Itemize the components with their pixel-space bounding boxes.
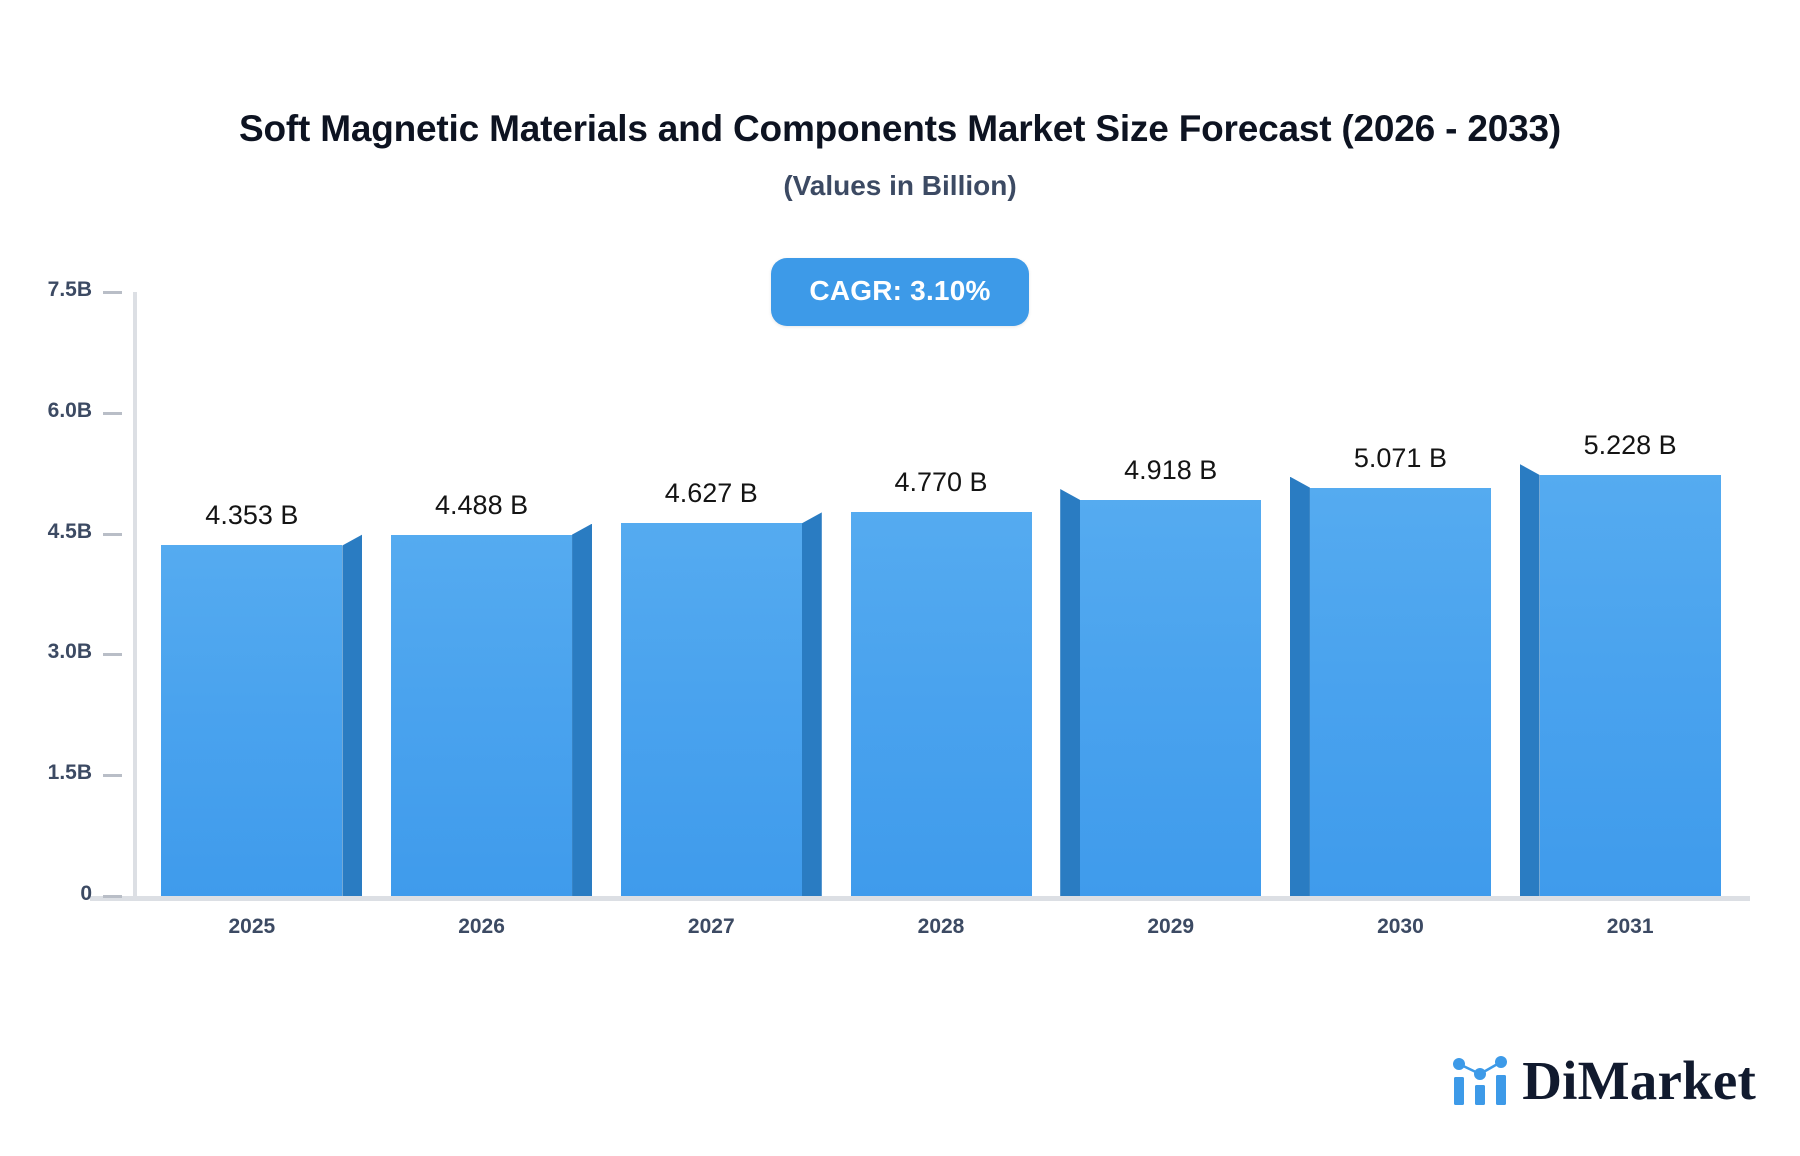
x-axis-tick-label: 2029 <box>1147 915 1195 938</box>
bar-front-face <box>620 523 802 896</box>
bar-value-label: 4.627 B <box>664 478 758 509</box>
bar-front-face <box>850 511 1032 896</box>
y-axis-tick-label: 7.5B <box>47 278 92 301</box>
y-axis-tick-label: 4.5B <box>47 519 92 543</box>
bar[interactable]: 4.918 B <box>1060 455 1262 896</box>
x-axis-line <box>90 896 1750 901</box>
bar-front-face <box>161 545 343 896</box>
bar-value-label: 4.353 B <box>205 500 299 531</box>
bar-value-label: 4.770 B <box>894 466 988 497</box>
logo-text: DiMarket <box>1522 1050 1756 1111</box>
bar-side-face-left <box>1289 476 1310 896</box>
bar[interactable]: 5.228 B <box>1519 430 1721 896</box>
bar-chart-logo-icon <box>1453 1055 1508 1105</box>
title-block: Soft Magnetic Materials and Components M… <box>0 108 1800 202</box>
chart-subtitle: (Values in Billion) <box>783 169 1017 201</box>
bar[interactable]: 4.488 B <box>391 490 593 896</box>
x-axis-tick-label: 2031 <box>1606 915 1654 938</box>
brand-logo: DiMarket <box>1452 1053 1756 1108</box>
bar-front-face <box>391 534 573 896</box>
bar[interactable]: 5.071 B <box>1289 443 1491 896</box>
bar-front-face <box>1080 499 1262 896</box>
y-axis-tick-mark <box>103 532 122 536</box>
y-axis-tick-label: 6.0B <box>47 398 92 422</box>
bar-value-label: 5.071 B <box>1353 442 1447 473</box>
x-axis-tick-label: 2026 <box>458 915 505 938</box>
y-axis-tick-mark <box>103 774 122 778</box>
page-title: Soft Magnetic Materials and Components M… <box>239 108 1561 149</box>
bar-value-label: 4.488 B <box>435 489 529 520</box>
y-axis-tick-mark <box>103 895 122 898</box>
y-axis-tick-mark <box>103 291 122 294</box>
bar[interactable]: 4.770 B <box>850 467 1032 896</box>
y-axis-tick-label: 1.5B <box>47 761 92 785</box>
bar-value-label: 5.228 B <box>1583 429 1677 460</box>
y-axis-tick-mark <box>103 411 122 415</box>
bar-side-face-left <box>1519 463 1540 896</box>
bar-side-face-right <box>801 512 822 896</box>
x-axis-tick-label: 2030 <box>1377 915 1424 938</box>
bar-side-face-left <box>1060 488 1081 896</box>
y-axis-line <box>133 292 137 898</box>
bar-side-face-right <box>342 534 363 896</box>
bar-front-face <box>1309 487 1491 896</box>
x-axis-tick-label: 2027 <box>687 915 735 938</box>
bar-value-label: 4.918 B <box>1124 454 1218 485</box>
bar[interactable]: 4.353 B <box>161 500 363 896</box>
y-axis-tick-mark <box>103 653 122 657</box>
y-axis-tick-label: 3.0B <box>47 640 92 664</box>
x-axis-tick-label: 2025 <box>228 915 276 938</box>
bar[interactable]: 4.627 B <box>620 478 822 896</box>
bar-side-face-right <box>572 523 593 896</box>
bar-front-face <box>1539 474 1721 896</box>
x-axis-tick-label: 2028 <box>917 915 965 938</box>
y-axis-tick-label: 0 <box>80 882 92 905</box>
